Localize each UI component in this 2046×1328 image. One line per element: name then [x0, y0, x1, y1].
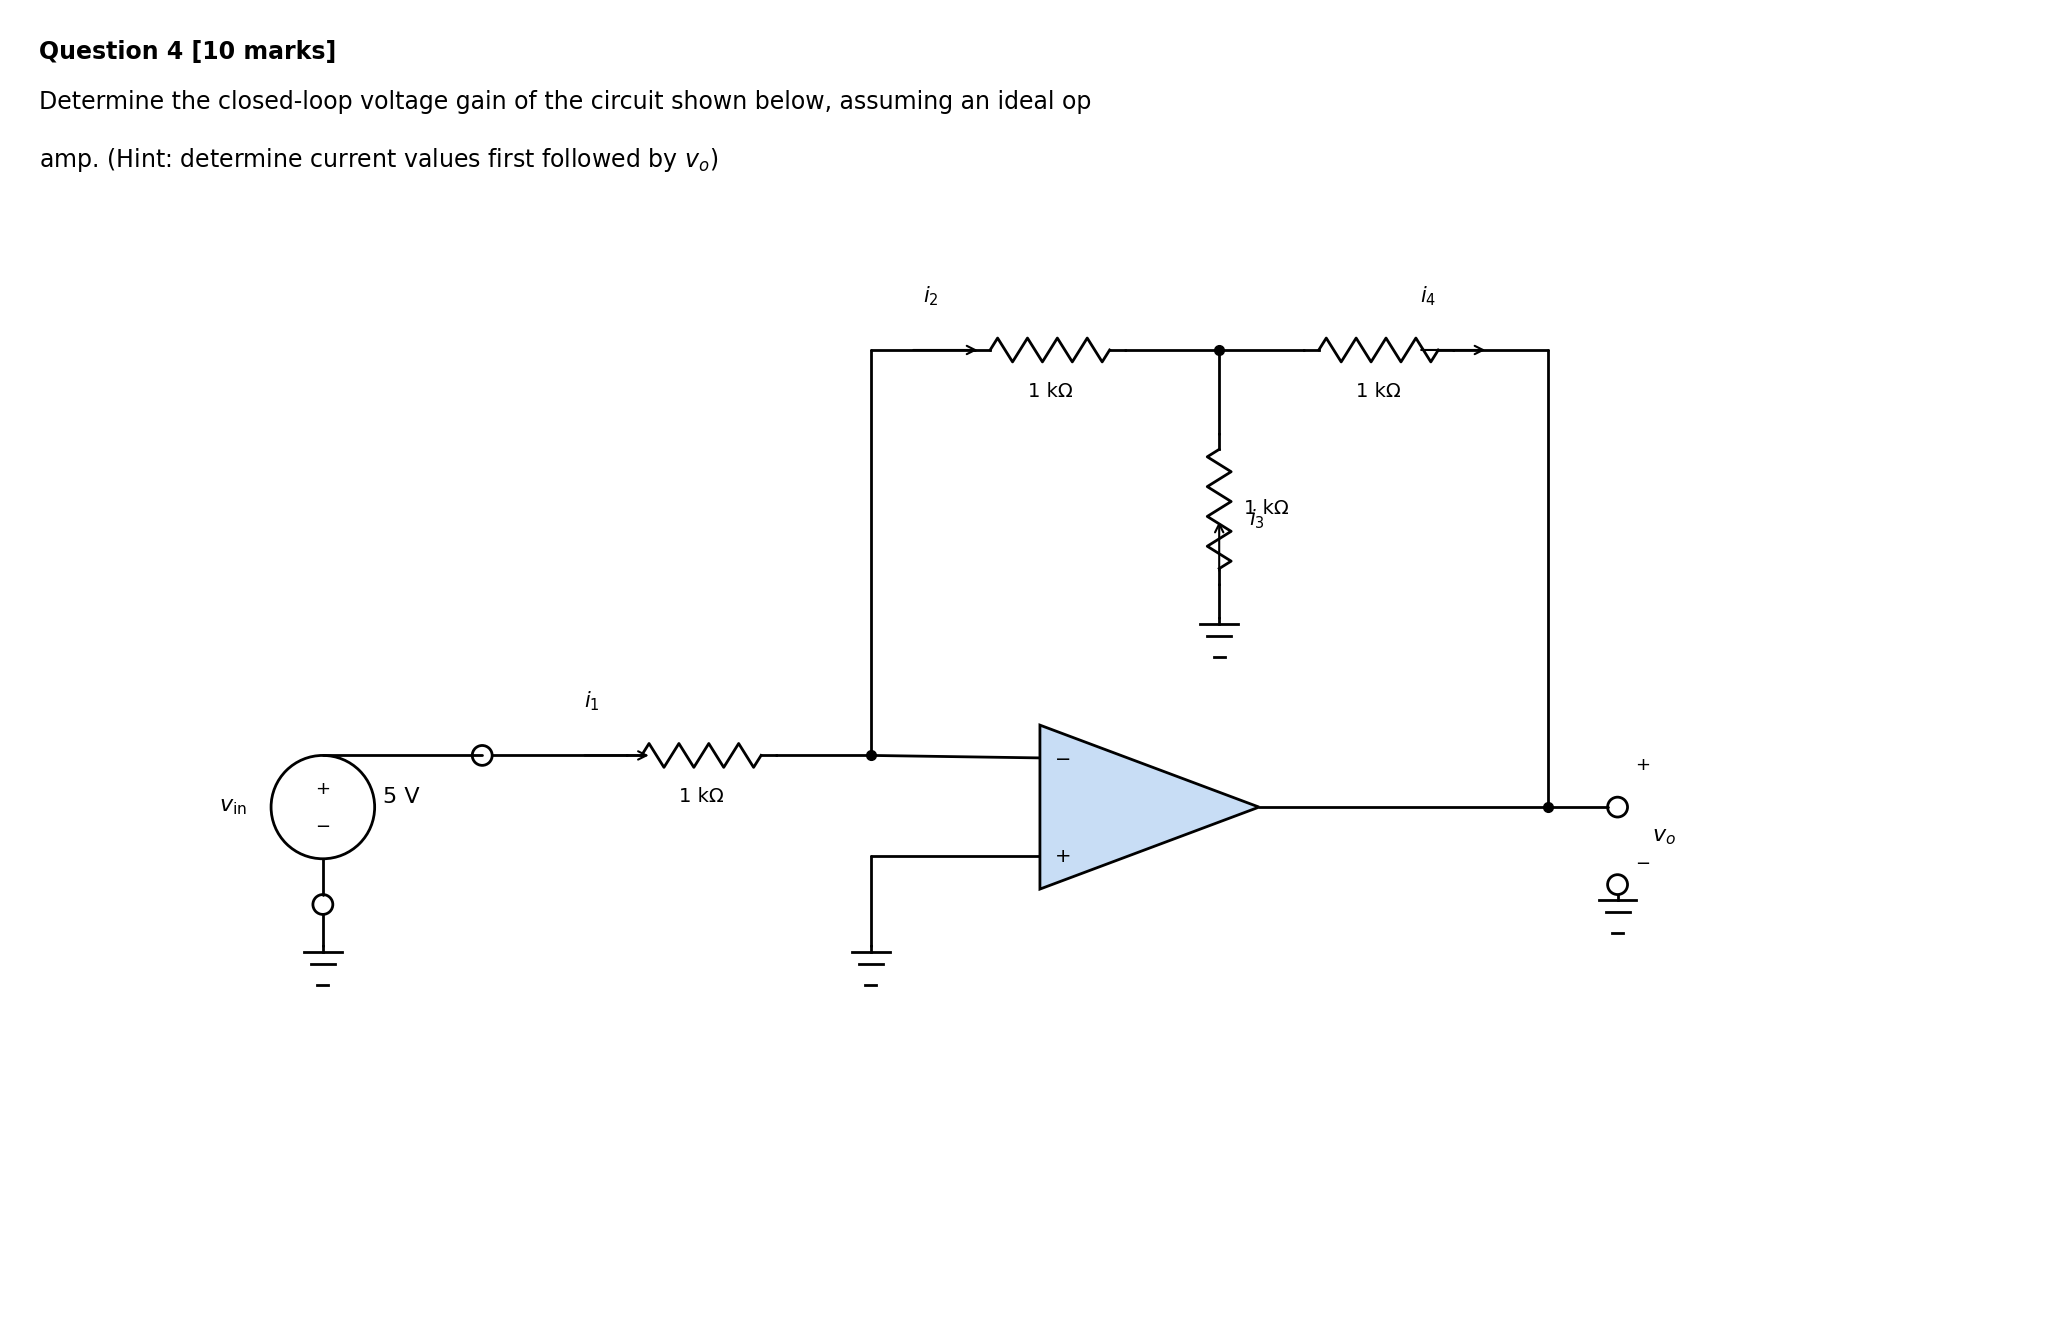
Text: $i_2$: $i_2$ — [923, 284, 939, 308]
Text: Determine the closed-loop voltage gain of the circuit shown below, assuming an i: Determine the closed-loop voltage gain o… — [39, 89, 1091, 114]
Text: $+$: $+$ — [1054, 847, 1070, 866]
Text: $i_3$: $i_3$ — [1248, 507, 1264, 531]
Text: $v_o$: $v_o$ — [1653, 827, 1676, 847]
Polygon shape — [1039, 725, 1258, 888]
Text: $-$: $-$ — [315, 815, 331, 834]
Text: $i_1$: $i_1$ — [583, 689, 599, 713]
Text: 5 V: 5 V — [383, 788, 419, 807]
Text: $-$: $-$ — [1635, 853, 1649, 871]
Text: $-$: $-$ — [1054, 749, 1070, 768]
Text: 1 kΩ: 1 kΩ — [1027, 381, 1072, 401]
Text: 1 kΩ: 1 kΩ — [1244, 499, 1289, 518]
Text: $+$: $+$ — [315, 781, 329, 798]
Text: Question 4 [10 marks]: Question 4 [10 marks] — [39, 40, 336, 64]
Text: 1 kΩ: 1 kΩ — [679, 788, 724, 806]
Text: $i_4$: $i_4$ — [1420, 284, 1436, 308]
Text: $+$: $+$ — [1635, 757, 1649, 774]
Text: $v_{\rm in}$: $v_{\rm in}$ — [219, 797, 248, 817]
Text: amp. (Hint: determine current values first followed by $v_o$): amp. (Hint: determine current values fir… — [39, 146, 718, 174]
Text: 1 kΩ: 1 kΩ — [1356, 381, 1402, 401]
